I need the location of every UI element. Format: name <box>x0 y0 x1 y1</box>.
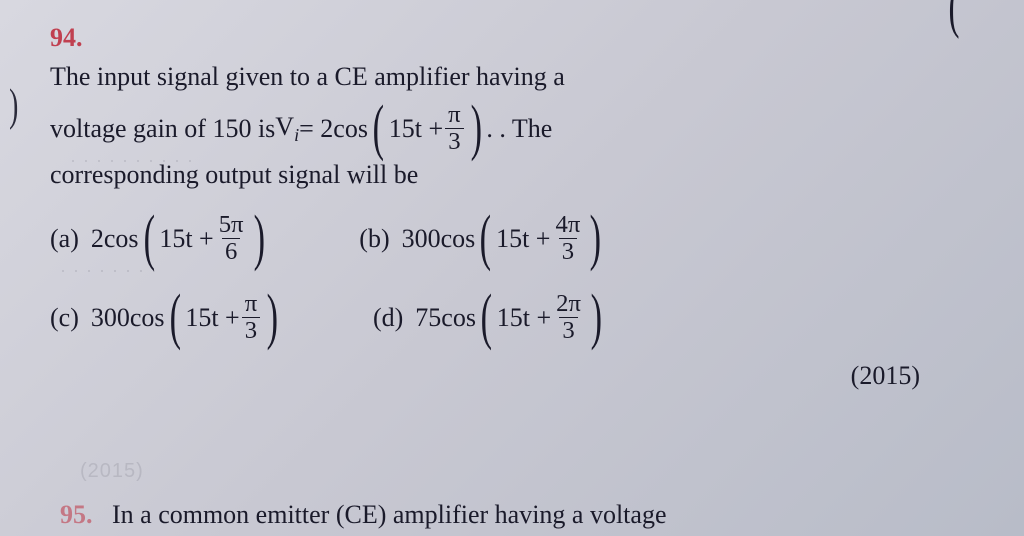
q-var-letter: V <box>275 112 294 141</box>
option-c-paren: ( 15t + π 3 ) <box>165 291 283 344</box>
option-c-coef: 300cos <box>91 298 165 337</box>
option-b-den: 3 <box>559 238 577 265</box>
question-line-1: The input signal given to a CE amplifier… <box>50 57 930 96</box>
option-c-argpre: 15t + <box>185 298 239 337</box>
question-line-3: corresponding output signal will be <box>50 155 930 194</box>
q-eq: = 2cos <box>299 109 368 148</box>
option-a-label: (a) <box>50 219 79 258</box>
option-a-frac: 5π 6 <box>216 212 247 265</box>
option-a-num: 5π <box>216 212 247 238</box>
option-b-frac: 4π 3 <box>552 212 583 265</box>
lparen-icon: ( <box>169 292 180 342</box>
option-b-coef: 300cos <box>402 219 476 258</box>
question-year: (2015) <box>50 356 930 395</box>
option-d-frac: 2π 3 <box>553 291 584 344</box>
question-line-2: voltage gain of 150 is Vi = 2cos ( 15t +… <box>50 102 930 155</box>
q-frac: π 3 <box>445 102 463 155</box>
bleed-noise: (2015) <box>80 460 144 483</box>
option-c-num: π <box>242 291 260 317</box>
option-b-paren: ( 15t + 4π 3 ) <box>475 212 606 265</box>
option-d-coef: 75cos <box>415 298 476 337</box>
option-b-num: 4π <box>552 212 583 238</box>
option-c: (c) 300cos ( 15t + π 3 ) <box>50 291 283 344</box>
q-var: Vi <box>275 107 299 149</box>
option-d-label: (d) <box>373 298 403 337</box>
option-a-coef: 2cos <box>91 219 139 258</box>
rparen-icon: ) <box>591 292 602 342</box>
question-number: 94. <box>50 18 102 57</box>
next-qtext: In a common emitter (CE) amplifier havin… <box>112 500 666 529</box>
rparen-icon: ) <box>470 103 481 153</box>
option-a-den: 6 <box>222 238 240 265</box>
option-d-num: 2π <box>553 291 584 317</box>
option-row-2: (c) 300cos ( 15t + π 3 ) (d) 75cos <box>50 291 930 344</box>
option-c-den: 3 <box>242 317 260 344</box>
rparen-icon: ) <box>253 213 264 263</box>
question-body: The input signal given to a CE amplifier… <box>50 57 930 395</box>
option-d-den: 3 <box>559 317 577 344</box>
option-a-paren: ( 15t + 5π 6 ) <box>139 212 270 265</box>
q-frac-den: 3 <box>445 128 463 155</box>
lparen-icon: ( <box>481 292 492 342</box>
option-a: (a) 2cos ( 15t + 5π 6 ) <box>50 212 269 265</box>
option-b: (b) 300cos ( 15t + 4π 3 ) <box>359 212 606 265</box>
option-d: (d) 75cos ( 15t + 2π 3 ) <box>373 291 607 344</box>
q-expr-paren: ( 15t + π 3 ) <box>368 102 486 155</box>
lparen-icon: ( <box>480 213 491 263</box>
option-b-argpre: 15t + <box>496 219 550 258</box>
option-a-argpre: 15t + <box>159 219 213 258</box>
q-line2-pretext: voltage gain of 150 is <box>50 109 275 148</box>
q-arg-pre: 15t + <box>389 109 443 148</box>
rparen-icon: ) <box>267 292 278 342</box>
next-qnum: 95. <box>60 500 93 529</box>
page-edge-paren: ) <box>9 78 18 131</box>
option-c-label: (c) <box>50 298 79 337</box>
option-c-frac: π 3 <box>242 291 260 344</box>
rparen-icon: ) <box>590 213 601 263</box>
partial-prev-question: ( <box>944 0 964 33</box>
options-block: (a) 2cos ( 15t + 5π 6 ) (b) 300cos <box>50 212 930 395</box>
option-row-1: (a) 2cos ( 15t + 5π 6 ) (b) 300cos <box>50 212 930 265</box>
question-block: 94. The input signal given to a CE ampli… <box>0 0 1024 395</box>
option-b-label: (b) <box>359 219 389 258</box>
partial-next-question: 95. In a common emitter (CE) amplifier h… <box>60 500 666 530</box>
lparen-icon: ( <box>373 103 384 153</box>
q-frac-num: π <box>445 102 463 128</box>
option-d-argpre: 15t + <box>497 298 551 337</box>
lparen-icon: ( <box>143 213 154 263</box>
option-d-paren: ( 15t + 2π 3 ) <box>476 291 607 344</box>
q-line2-post: . . The <box>486 109 552 148</box>
